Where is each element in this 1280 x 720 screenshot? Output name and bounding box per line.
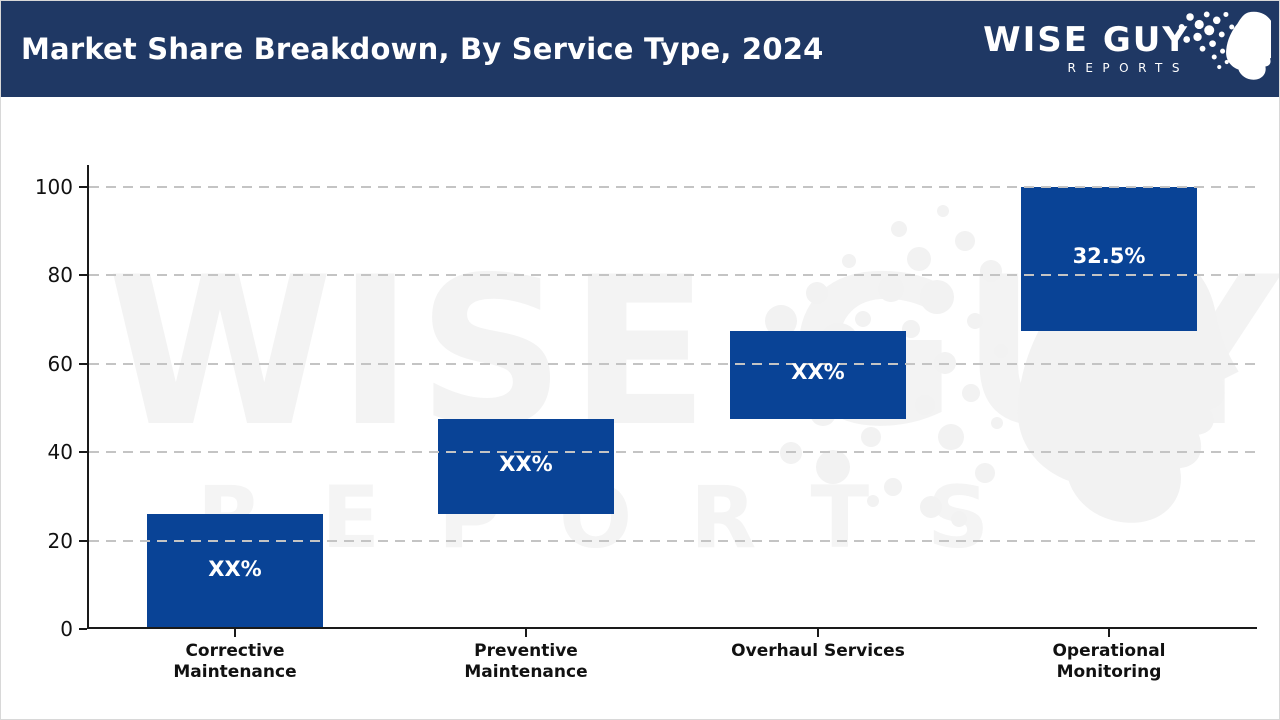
y-tick-mark (79, 274, 87, 277)
header-bar: Market Share Breakdown, By Service Type,… (1, 1, 1279, 97)
page-title: Market Share Breakdown, By Service Type,… (21, 32, 824, 66)
bar-segment (147, 514, 323, 629)
x-axis-line (87, 627, 1257, 629)
x-tick-mark (525, 629, 527, 637)
gridline-y-40 (89, 451, 1255, 454)
gridline-y-80 (89, 274, 1255, 277)
x-category-label: Preventive Maintenance (464, 641, 588, 682)
x-tick-mark (817, 629, 819, 637)
x-category-label: Corrective Maintenance (173, 641, 297, 682)
y-tick-mark (79, 362, 87, 365)
brand-logo-wordmark: WISE GUY (983, 20, 1189, 60)
x-category-label: Operational Monitoring (1052, 641, 1166, 682)
brand-logo-text: WISE GUY REPORTS (983, 23, 1189, 75)
bar-value-label: XX% (791, 360, 845, 384)
y-tick-label: 20 (47, 528, 73, 553)
y-tick-label: 40 (47, 440, 73, 465)
y-tick-mark (79, 451, 87, 454)
bar-value-label: XX% (208, 557, 262, 581)
y-tick-label: 60 (47, 351, 73, 376)
brand-dotted-face-icon (1175, 5, 1279, 93)
gridline-y-60 (89, 362, 1255, 365)
y-tick-label: 100 (34, 175, 73, 199)
gridline-y-100 (89, 186, 1255, 188)
x-tick-mark (234, 629, 236, 637)
y-tick-mark (79, 539, 87, 542)
bar-value-label: 32.5% (1072, 244, 1146, 268)
brand-logo: WISE GUY REPORTS (983, 5, 1279, 93)
x-tick-mark (1108, 629, 1110, 637)
x-category-label: Overhaul Services (731, 641, 905, 661)
bar-segment (438, 419, 614, 514)
bar-segment (1021, 187, 1197, 331)
brand-logo-subtext: REPORTS (1067, 61, 1189, 75)
y-tick-label: 0 (60, 617, 73, 641)
y-axis-line (87, 165, 89, 629)
bar-value-label: XX% (499, 452, 553, 476)
y-tick-mark (79, 186, 87, 188)
y-tick-mark (79, 628, 87, 630)
y-tick-label: 80 (47, 263, 73, 288)
bar-segment (730, 331, 906, 419)
gridline-y-20 (89, 539, 1255, 542)
